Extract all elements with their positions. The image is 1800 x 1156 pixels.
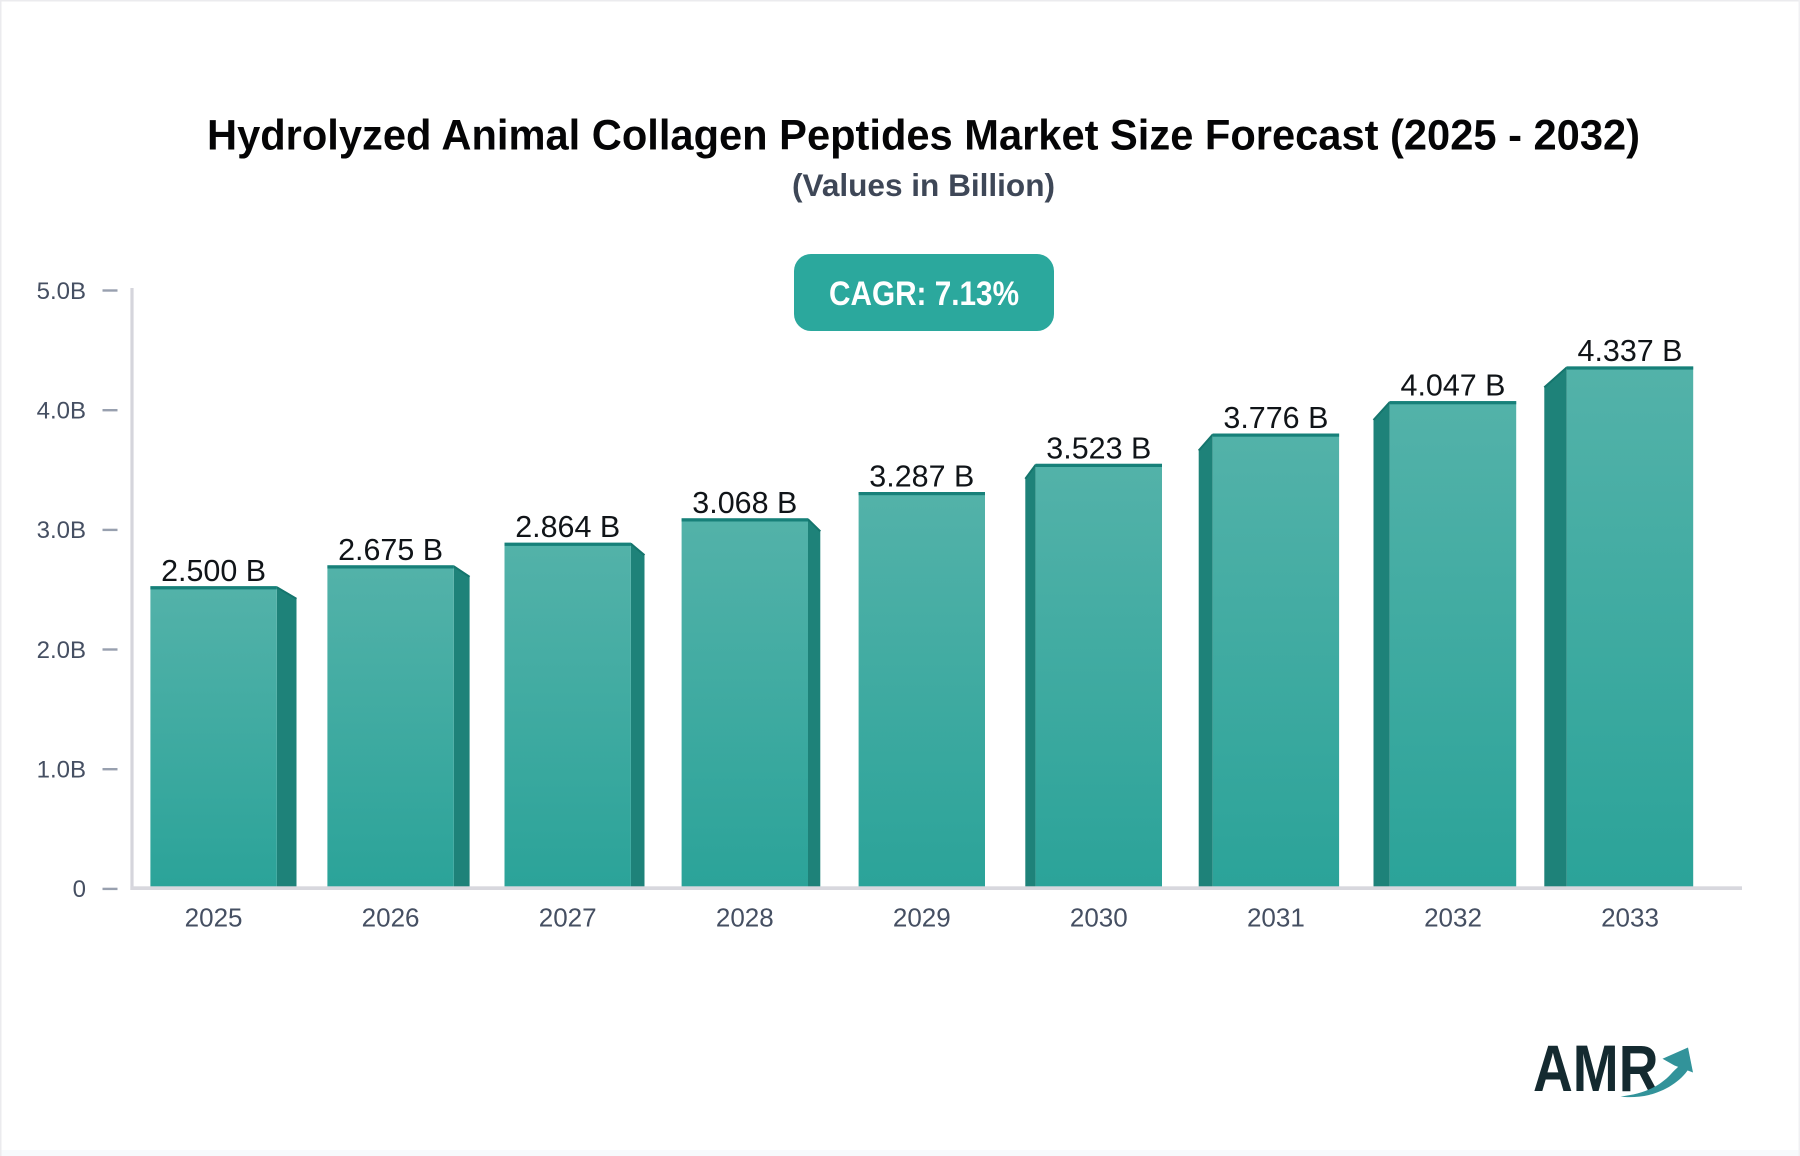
svg-text:3.0B: 3.0B bbox=[37, 517, 86, 544]
svg-text:4.0B: 4.0B bbox=[37, 398, 86, 425]
svg-text:2.864 B: 2.864 B bbox=[515, 509, 620, 544]
svg-text:2026: 2026 bbox=[362, 903, 420, 933]
svg-text:0: 0 bbox=[73, 876, 86, 903]
svg-text:2.675 B: 2.675 B bbox=[338, 532, 443, 567]
svg-text:2031: 2031 bbox=[1247, 903, 1305, 933]
svg-text:Hydrolyzed Animal Collagen Pep: Hydrolyzed Animal Collagen Peptides Mark… bbox=[207, 112, 1640, 160]
svg-text:3.068 B: 3.068 B bbox=[692, 485, 797, 520]
svg-text:2025: 2025 bbox=[185, 903, 243, 933]
svg-text:3.776 B: 3.776 B bbox=[1223, 400, 1328, 435]
svg-text:2028: 2028 bbox=[716, 903, 774, 933]
svg-text:3.523 B: 3.523 B bbox=[1046, 430, 1151, 465]
svg-text:2032: 2032 bbox=[1424, 903, 1482, 933]
svg-text:2.0B: 2.0B bbox=[37, 637, 86, 664]
svg-text:CAGR: 7.13%: CAGR: 7.13% bbox=[829, 275, 1019, 313]
svg-text:1.0B: 1.0B bbox=[37, 757, 86, 784]
svg-text:AMR: AMR bbox=[1533, 1031, 1659, 1105]
svg-text:4.337 B: 4.337 B bbox=[1578, 333, 1683, 368]
svg-text:2.500 B: 2.500 B bbox=[161, 553, 266, 588]
svg-text:2030: 2030 bbox=[1070, 903, 1128, 933]
svg-text:(Values in Billion): (Values in Billion) bbox=[792, 167, 1055, 203]
svg-text:5.0B: 5.0B bbox=[37, 278, 86, 305]
svg-text:2029: 2029 bbox=[893, 903, 951, 933]
svg-text:4.047 B: 4.047 B bbox=[1401, 368, 1506, 403]
svg-text:2027: 2027 bbox=[539, 903, 597, 933]
svg-text:2033: 2033 bbox=[1601, 903, 1659, 933]
svg-text:3.287 B: 3.287 B bbox=[869, 459, 974, 494]
